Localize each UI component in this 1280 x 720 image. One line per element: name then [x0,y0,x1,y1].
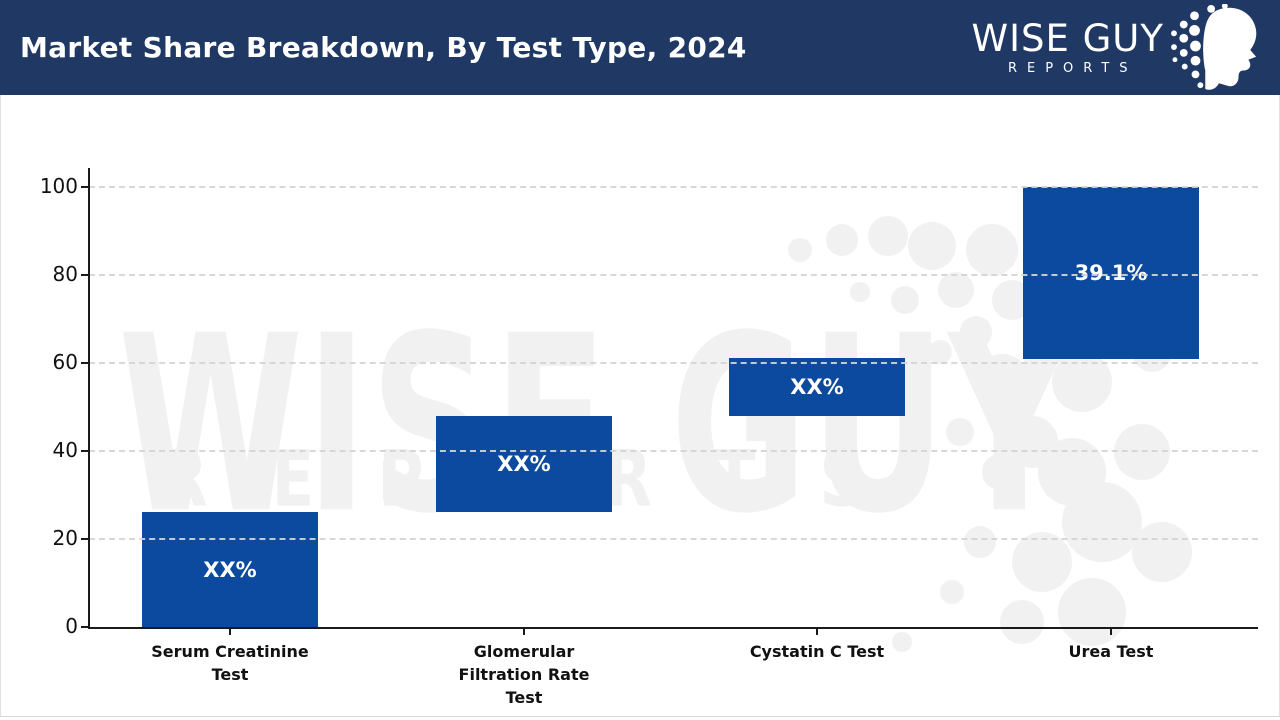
y-tick-label-40: 40 [52,437,78,462]
gridline-40 [89,449,1258,452]
y-tick-label-60: 60 [52,349,78,374]
y-tick-label-100: 100 [39,173,78,198]
bar-1: XX% [142,512,318,627]
bar-value-label-1: XX% [203,557,257,582]
y-tick-mark-0 [81,626,88,628]
x-category-label-4: Urea Test [991,640,1231,663]
x-category-label-line: Urea Test [1068,642,1154,661]
x-category-label-line: Glomerular [473,642,575,661]
x-category-label-line: Test [211,665,249,684]
x-tick-mark-3 [816,629,818,635]
y-tick-label-80: 80 [52,261,78,286]
bar-value-label-2: XX% [497,451,551,476]
x-tick-mark-2 [523,629,525,635]
x-category-label-line: Filtration Rate [458,665,590,684]
x-category-label-3: Cystatin C Test [697,640,937,663]
x-category-label-2: Glomerular Filtration Rate Test [404,640,644,709]
y-axis-spine [88,168,90,629]
gridline-80 [89,273,1258,276]
bar-3: XX% [729,358,905,416]
page-title: Market Share Breakdown, By Test Type, 20… [20,31,747,64]
y-tick-label-20: 20 [52,525,78,550]
gridline-60 [89,361,1258,364]
bar-4: 39.1% [1023,186,1199,359]
logo-subtext: REPORTS [1007,60,1138,76]
watermark-head-pattern [788,216,1192,652]
y-tick-mark-100 [81,185,88,188]
x-category-label-line: Test [505,688,543,707]
gridline-20 [89,537,1258,540]
x-category-label-line: Serum Creatinine [151,642,309,661]
header: Market Share Breakdown, By Test Type, 20… [0,0,1280,95]
bar-value-label-3: XX% [790,374,844,399]
bottom-rule [0,716,1280,717]
bar-2: XX% [436,415,612,513]
x-axis-spine [88,627,1258,629]
logo-wordmark: WISE GUY [971,16,1164,60]
x-tick-mark-4 [1110,629,1112,635]
logo-head-icon [1171,3,1257,90]
brand-logo-text: WISE GUY REPORTS [972,20,1164,76]
y-tick-mark-80 [81,273,88,276]
y-tick-mark-40 [81,449,88,452]
y-tick-label-0: 0 [65,614,78,638]
gridline-100 [89,185,1258,188]
bar-value-label-4: 39.1% [1074,260,1148,285]
x-category-label-line: Cystatin C Test [749,642,885,661]
y-tick-mark-60 [81,361,88,364]
x-category-label-1: Serum Creatinine Test [110,640,350,686]
x-tick-mark-1 [229,629,231,635]
y-tick-mark-20 [81,537,88,540]
brand-logo: WISE GUY REPORTS [972,3,1280,92]
